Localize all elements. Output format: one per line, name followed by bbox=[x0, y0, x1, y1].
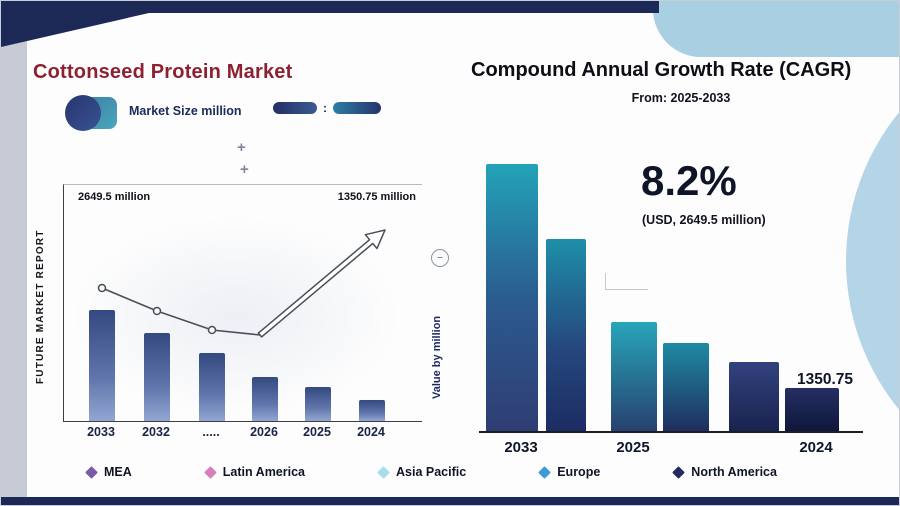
legend-item-latin-america: Latin America bbox=[203, 465, 305, 479]
corner-bracket-icon bbox=[605, 273, 648, 290]
cagr-value: 8.2% bbox=[641, 157, 737, 204]
pill-separator: : bbox=[323, 101, 327, 115]
cagr-bar-2025-primary bbox=[611, 322, 657, 431]
market-size-chart: 2649.5 million 1350.75 million bbox=[63, 184, 422, 422]
cylinder-face-icon bbox=[65, 95, 101, 131]
legend-item-europe: Europe bbox=[538, 465, 601, 479]
market-size-bar-2024 bbox=[359, 400, 385, 421]
legend-item-asia-pacific: Asia Pacific bbox=[377, 465, 467, 479]
legend-item-north-america: North America bbox=[672, 465, 777, 479]
market-size-bar-2032 bbox=[144, 333, 170, 421]
right-x-label: 2033 bbox=[504, 439, 538, 456]
left-chart-backdrop bbox=[71, 216, 401, 416]
left-x-axis-labels: 2033 2032..... 2026 2025 2024 bbox=[63, 425, 421, 443]
cagr-bar-2033-primary bbox=[486, 164, 538, 431]
right-x-axis-labels: 2033 2025 2024 bbox=[479, 439, 863, 459]
legend-diamond-icon bbox=[672, 465, 686, 479]
legend-diamond-icon bbox=[377, 465, 390, 479]
legend-label: Asia Pacific bbox=[396, 465, 467, 479]
left-x-label: 2032 bbox=[142, 425, 170, 439]
cagr-chart bbox=[479, 161, 863, 433]
minus-circle-icon: – bbox=[431, 249, 449, 267]
market-size-bars bbox=[64, 185, 422, 421]
legend-label: North America bbox=[691, 465, 777, 479]
right-x-label: 2024 bbox=[799, 439, 833, 456]
plus-icon: + bbox=[237, 139, 246, 156]
cagr-bar-2025-secondary bbox=[663, 343, 709, 431]
market-size-bar-2033 bbox=[89, 310, 115, 421]
navy-pill-icon bbox=[273, 102, 317, 114]
top-navy-ribbon bbox=[1, 1, 659, 47]
plus-icon: + bbox=[240, 161, 249, 178]
left-x-label: ..... bbox=[202, 425, 220, 439]
trend-arrow-icon bbox=[97, 229, 386, 338]
market-size-bar-..... bbox=[199, 353, 225, 421]
x-axis-line bbox=[479, 431, 863, 433]
left-x-label: 2033 bbox=[87, 425, 115, 439]
top-right-blue-shape bbox=[653, 1, 899, 57]
chart-start-value: 2649.5 million bbox=[78, 191, 151, 203]
legend-label: Latin America bbox=[222, 465, 305, 479]
left-x-label: 2025 bbox=[303, 425, 331, 439]
legend-item-mea: MEA bbox=[85, 465, 132, 479]
value-axis-label: Value by million bbox=[431, 315, 443, 399]
cagr-bar-2024-secondary bbox=[785, 388, 839, 431]
bottom-navy-band bbox=[1, 497, 899, 505]
scale-pills: : bbox=[273, 102, 381, 114]
legend-label: MEA bbox=[104, 465, 132, 479]
watermark-label: FUTURE MARKET REPORT bbox=[35, 229, 46, 385]
market-size-bar-2025 bbox=[305, 387, 331, 421]
region-legend: MEA Latin America Asia Pacific Europe North … bbox=[85, 460, 777, 484]
left-chart-title: Cottonseed Protein Market bbox=[33, 61, 293, 83]
market-size-icon bbox=[65, 95, 119, 131]
legend-diamond-icon bbox=[203, 465, 217, 479]
legend-label: Europe bbox=[557, 465, 601, 479]
right-x-label: 2025 bbox=[616, 439, 650, 456]
legend-diamond-icon bbox=[85, 465, 98, 479]
cagr-period: From: 2025-2033 bbox=[631, 91, 731, 105]
market-size-label: Market Size million bbox=[129, 104, 242, 118]
cagr-bar-2033-secondary bbox=[546, 239, 586, 431]
teal-pill-icon bbox=[333, 102, 381, 114]
chart-end-value: 1350.75 million bbox=[337, 191, 416, 203]
market-size-bar-2026 bbox=[252, 377, 278, 421]
legend-diamond-icon bbox=[538, 465, 552, 479]
left-x-label: 2024 bbox=[357, 425, 385, 439]
end-value-label: 1350.75 bbox=[797, 371, 854, 388]
left-x-label: 2026 bbox=[250, 425, 278, 439]
cagr-title: Compound Annual Growth Rate (CAGR) bbox=[471, 59, 852, 81]
cagr-bar-2024-primary bbox=[729, 362, 779, 431]
left-edge-band bbox=[1, 1, 27, 505]
cagr-basis: (USD, 2649.5 million) bbox=[642, 213, 766, 227]
